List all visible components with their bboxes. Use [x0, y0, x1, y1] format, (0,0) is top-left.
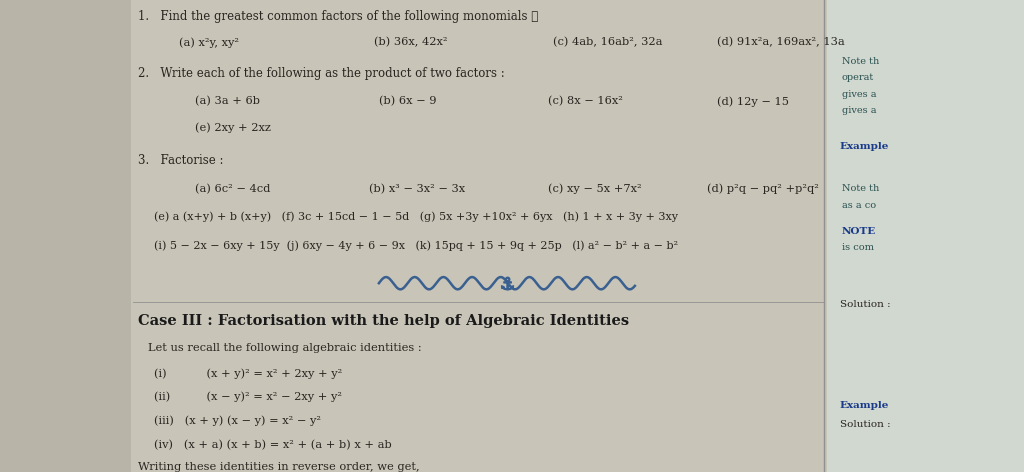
Text: gives a: gives a — [842, 106, 877, 116]
Text: (c) 4ab, 16ab², 32a: (c) 4ab, 16ab², 32a — [553, 37, 663, 48]
Text: NOTE: NOTE — [842, 227, 876, 236]
Text: Note th: Note th — [842, 57, 879, 66]
Text: Solution :: Solution : — [840, 420, 890, 430]
Text: Case III : Factorisation with the help of Algebraic Identities: Case III : Factorisation with the help o… — [138, 314, 630, 328]
Text: (e) 2xy + 2xz: (e) 2xy + 2xz — [195, 122, 270, 133]
Text: (iv)   (x + a) (x + b) = x² + (a + b) x + ab: (iv) (x + a) (x + b) = x² + (a + b) x + … — [154, 439, 391, 450]
Text: Example: Example — [840, 401, 889, 411]
Text: 3.   Factorise :: 3. Factorise : — [138, 154, 223, 167]
Text: (d) 91x²a, 169ax², 13a: (d) 91x²a, 169ax², 13a — [717, 37, 845, 48]
Bar — [0, 0, 131, 472]
Text: (c) xy − 5x +7x²: (c) xy − 5x +7x² — [548, 184, 641, 194]
Text: Writing these identities in reverse order, we get,: Writing these identities in reverse orde… — [138, 462, 420, 472]
Text: (e) a (x+y) + b (x+y)   (f) 3c + 15cd − 1 − 5d   (g) 5x +3y +10x² + 6yx   (h) 1 : (e) a (x+y) + b (x+y) (f) 3c + 15cd − 1 … — [154, 212, 678, 222]
Text: (d) 12y − 15: (d) 12y − 15 — [717, 96, 788, 107]
Text: (c) 8x − 16x²: (c) 8x − 16x² — [548, 96, 623, 107]
Text: (d) p²q − pq² +p²q²: (d) p²q − pq² +p²q² — [707, 184, 818, 194]
Text: (b) 6x − 9: (b) 6x − 9 — [379, 96, 436, 107]
Text: Let us recall the following algebraic identities :: Let us recall the following algebraic id… — [148, 343, 422, 354]
Text: Solution :: Solution : — [840, 300, 890, 309]
Text: (b) 36x, 42x²: (b) 36x, 42x² — [374, 37, 447, 48]
Text: (iii)   (x + y) (x − y) = x² − y²: (iii) (x + y) (x − y) = x² − y² — [154, 416, 321, 426]
Text: 2.   Write each of the following as the product of two factors :: 2. Write each of the following as the pr… — [138, 67, 505, 80]
Text: gives a: gives a — [842, 90, 877, 99]
Text: (a) x²y, xy²: (a) x²y, xy² — [179, 37, 240, 48]
Text: (ii)          (x − y)² = x² − 2xy + y²: (ii) (x − y)² = x² − 2xy + y² — [154, 391, 342, 402]
Text: (b) x³ − 3x² − 3x: (b) x³ − 3x² − 3x — [369, 184, 465, 194]
Text: (a) 6c² − 4cd: (a) 6c² − 4cd — [195, 184, 270, 194]
Text: (i) 5 − 2x − 6xy + 15y  (j) 6xy − 4y + 6 − 9x   (k) 15pq + 15 + 9q + 25p   (l) a: (i) 5 − 2x − 6xy + 15y (j) 6xy − 4y + 6 … — [154, 240, 678, 251]
Text: as a co: as a co — [842, 201, 876, 210]
Text: Example: Example — [840, 142, 889, 151]
Text: (i)           (x + y)² = x² + 2xy + y²: (i) (x + y)² = x² + 2xy + y² — [154, 369, 342, 379]
Text: 1.   Find the greatest common factors of the following monomials ❖: 1. Find the greatest common factors of t… — [138, 10, 539, 23]
Text: (a) 3a + 6b: (a) 3a + 6b — [195, 96, 259, 107]
Bar — [827, 0, 1024, 472]
Text: is com: is com — [842, 243, 873, 253]
Text: operat: operat — [842, 73, 873, 83]
Text: Note th: Note th — [842, 184, 879, 194]
